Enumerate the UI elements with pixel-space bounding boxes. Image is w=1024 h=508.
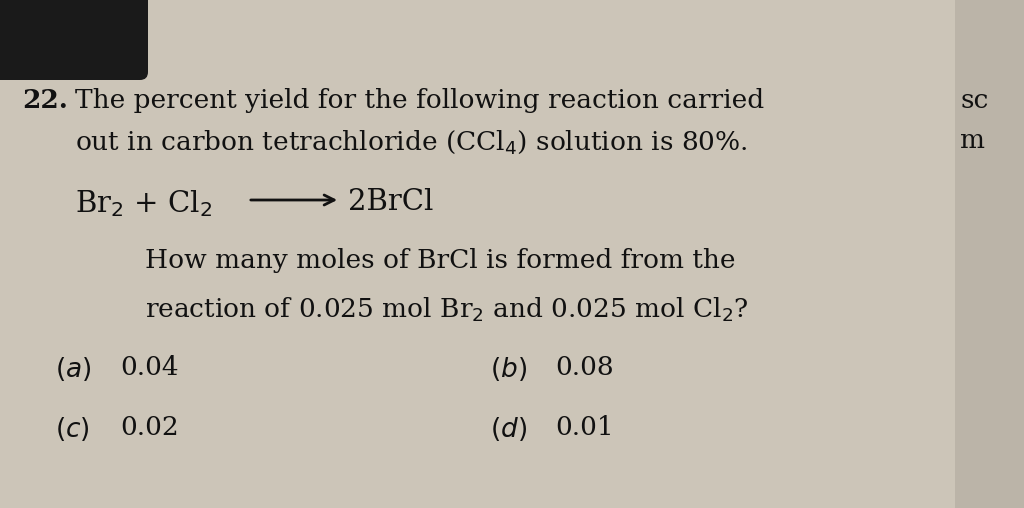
Text: How many moles of BrCl is formed from the: How many moles of BrCl is formed from th…: [145, 248, 735, 273]
Text: 2BrCl: 2BrCl: [348, 188, 433, 216]
FancyBboxPatch shape: [0, 0, 148, 80]
Text: reaction of 0.025 mol Br$_2$ and 0.025 mol Cl$_2$?: reaction of 0.025 mol Br$_2$ and 0.025 m…: [145, 295, 749, 324]
Bar: [955, 0, 1024, 508]
Text: 22.: 22.: [22, 88, 68, 113]
Text: $(c)$: $(c)$: [55, 415, 90, 443]
Text: 0.02: 0.02: [120, 415, 179, 440]
Text: sc: sc: [961, 88, 988, 113]
Text: out in carbon tetrachloride (CCl$_4$) solution is 80%.: out in carbon tetrachloride (CCl$_4$) so…: [75, 128, 748, 156]
Text: $(b)$: $(b)$: [490, 355, 527, 383]
Text: $(d)$: $(d)$: [490, 415, 527, 443]
Text: m: m: [961, 128, 985, 153]
Text: 0.01: 0.01: [555, 415, 613, 440]
Text: 0.08: 0.08: [555, 355, 613, 380]
Text: $(a)$: $(a)$: [55, 355, 91, 383]
Text: The percent yield for the following reaction carried: The percent yield for the following reac…: [75, 88, 764, 113]
Text: Br$_2$ + Cl$_2$: Br$_2$ + Cl$_2$: [75, 188, 212, 219]
Text: 0.04: 0.04: [120, 355, 178, 380]
